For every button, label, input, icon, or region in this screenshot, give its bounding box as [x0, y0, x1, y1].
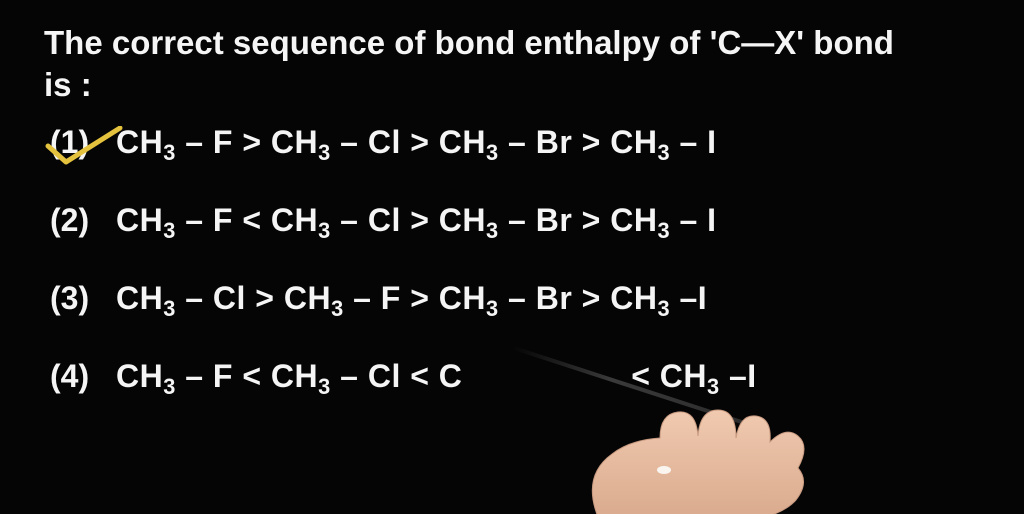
option-4-num: (4) [50, 358, 102, 395]
option-1-num: (1) [50, 124, 102, 161]
option-3[interactable]: (3) CH3 – Cl > CH3 – F > CH3 – Br > CH3 … [50, 280, 980, 322]
question-line2: is : [44, 66, 92, 103]
option-2[interactable]: (2) CH3 – F < CH3 – Cl > CH3 – Br > CH3 … [50, 202, 980, 244]
option-3-formula: CH3 – Cl > CH3 – F > CH3 – Br > CH3 –I [116, 280, 707, 322]
option-1[interactable]: (1) CH3 – F > CH3 – Cl > CH3 – Br > CH3 … [50, 124, 980, 166]
options-list: (1) CH3 – F > CH3 – Cl > CH3 – Br > CH3 … [50, 124, 980, 400]
option-2-formula: CH3 – F < CH3 – Cl > CH3 – Br > CH3 – I [116, 202, 717, 244]
option-1-formula: CH3 – F > CH3 – Cl > CH3 – Br > CH3 – I [116, 124, 717, 166]
hand-icon [560, 382, 820, 514]
option-4[interactable]: (4) CH3 – F < CH3 – Cl < C < CH3 –I [50, 358, 980, 400]
question-text: The correct sequence of bond enthalpy of… [44, 22, 980, 106]
option-2-num: (2) [50, 202, 102, 239]
option-3-num: (3) [50, 280, 102, 317]
question-line1: The correct sequence of bond enthalpy of… [44, 24, 894, 61]
